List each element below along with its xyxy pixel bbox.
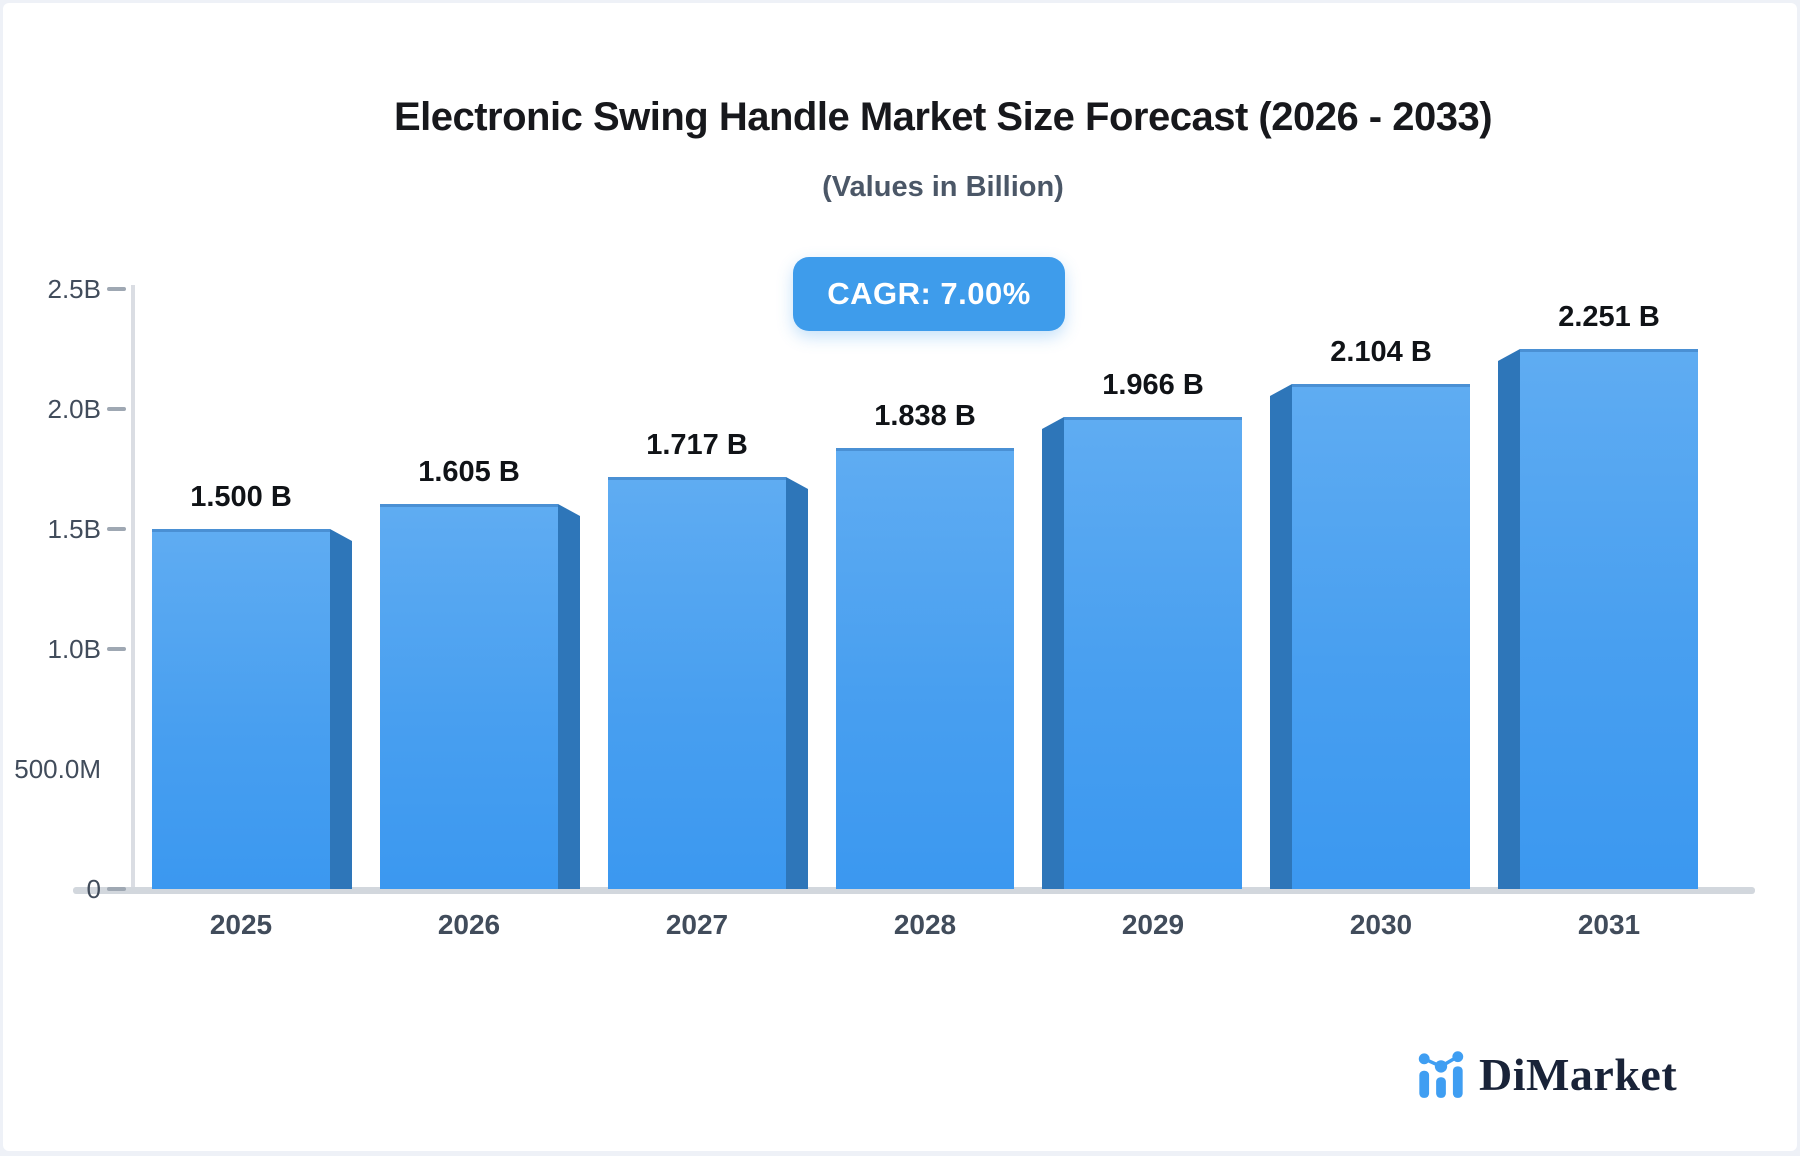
bar-value-label: 1.838 B	[874, 400, 976, 432]
bar-2030	[1292, 384, 1470, 889]
y-axis-tick-mark	[107, 527, 126, 531]
x-axis-label-2025: 2025	[209, 909, 273, 940]
x-axis-label-2027: 2027	[665, 909, 729, 940]
bar-side-face	[1498, 349, 1520, 889]
bar-2027	[608, 477, 786, 889]
dimarket-logo: DiMarket	[1415, 1039, 1775, 1109]
cagr-label: CAGR: 7.00%	[827, 276, 1031, 311]
y-axis-tick-mark	[107, 887, 126, 891]
y-axis-line	[131, 285, 135, 889]
x-axis-baseline	[73, 887, 1755, 894]
bar-2029	[1064, 417, 1242, 889]
y-axis-tick-label: 2.0B	[47, 394, 102, 424]
y-axis-tick-label: 1.0B	[47, 634, 102, 664]
bar-side-face	[1042, 417, 1064, 889]
y-axis-tick-label: 500.0M	[14, 754, 101, 784]
chart-title: Electronic Swing Handle Market Size Fore…	[393, 95, 1493, 139]
y-axis-tick-mark	[107, 647, 126, 651]
x-axis-label-2026: 2026	[437, 909, 501, 940]
bar-value-label: 2.251 B	[1558, 301, 1660, 333]
bar-value-label: 1.605 B	[418, 456, 520, 488]
y-axis-tick-label: 1.5B	[47, 514, 102, 544]
bar-value-label: 1.717 B	[646, 429, 748, 461]
bar-chart-with-dots-icon	[1418, 1051, 1464, 1098]
bar-side-face	[1270, 384, 1292, 889]
bar-side-face	[558, 504, 580, 889]
y-axis-tick-mark	[107, 407, 126, 411]
x-axis-label-2031: 2031	[1577, 909, 1641, 940]
x-axis-label-2029: 2029	[1121, 909, 1185, 940]
x-axis-label-2030: 2030	[1349, 909, 1413, 940]
bar-value-label: 1.966 B	[1102, 369, 1204, 401]
bar-value-label: 2.104 B	[1330, 336, 1432, 368]
logo-text: DiMarket	[1479, 1048, 1678, 1100]
chart-card: Electronic Swing Handle Market Size Fore…	[3, 3, 1797, 1151]
y-axis-tick-label: 2.5B	[47, 274, 102, 304]
bar-side-face	[330, 529, 352, 889]
bar-2026	[380, 504, 558, 889]
bar-value-label: 1.500 B	[190, 481, 292, 513]
bar-2028	[836, 448, 1014, 889]
bar-2025	[152, 529, 330, 889]
x-axis-label-2028: 2028	[893, 909, 957, 940]
y-axis-tick-label: 0	[86, 874, 101, 904]
chart-subtitle: (Values in Billion)	[822, 171, 1064, 203]
bar-side-face	[786, 477, 808, 889]
cagr-badge: CAGR: 7.00%	[793, 257, 1065, 331]
y-axis-tick-mark	[107, 287, 126, 291]
bar-chart-plot: 2.5B 2.0B 1.5B 1.0B 500.0M 0 1.500 B 2025 1.605 …	[3, 3, 1800, 1156]
bar-2031	[1520, 349, 1698, 889]
